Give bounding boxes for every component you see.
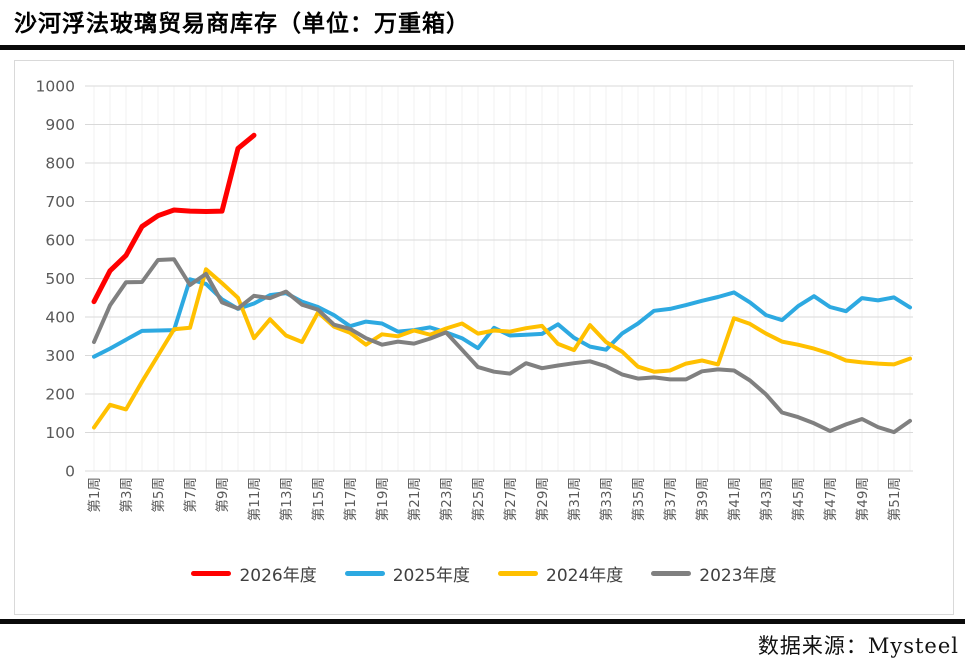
chart-legend: 2026年度 2025年度 2024年度 2023年度: [15, 561, 953, 586]
x-tick-label: 第43周: [758, 477, 775, 521]
x-tick-label: 第5周: [150, 477, 167, 513]
series-line-2026年度: [91, 132, 257, 305]
y-tick-label: 700: [45, 193, 75, 211]
x-tick-label: 第11周: [246, 477, 263, 521]
x-tick-label: 第15周: [310, 477, 327, 521]
y-tick-label: 400: [45, 309, 75, 327]
x-tick-label: 第13周: [278, 477, 295, 521]
legend-item-2023年度: 2023年度: [651, 561, 777, 586]
x-axis-labels: 第1周 第3周 第5周 第7周 第9周 第11周 第13周 第15周 第17周 第19周 第21周第…: [86, 477, 903, 521]
y-tick-label: 500: [45, 270, 75, 288]
x-tick-label: 第3周: [118, 477, 135, 513]
y-tick-label: 0: [65, 463, 75, 481]
x-tick-label: 第27周: [502, 477, 519, 521]
x-tick-label: 第31周: [566, 477, 583, 521]
y-tick-label: 1000: [36, 78, 75, 96]
x-tick-label: 第51周: [886, 477, 903, 521]
x-tick-label: 第23周: [438, 477, 455, 521]
x-tick-label: 第41周: [726, 477, 743, 521]
x-tick-label: 第19周: [374, 477, 391, 521]
series-line-2023年度: [92, 257, 912, 435]
horizontal-gridlines: [85, 85, 913, 472]
legend-label: 2024年度: [546, 566, 624, 586]
legend-label: 2025年度: [392, 566, 470, 586]
chart-title: 沙河浮法玻璃贸易商库存（单位：万重箱）: [14, 10, 470, 37]
x-tick-label: 第45周: [790, 477, 807, 521]
legend-line-swatch: [498, 571, 538, 576]
y-tick-label: 800: [45, 155, 75, 173]
x-tick-label: 第17周: [342, 477, 359, 521]
x-tick-label: 第47周: [822, 477, 839, 521]
y-tick-label: 600: [45, 232, 75, 250]
x-tick-label: 第49周: [854, 477, 871, 521]
top-divider: [0, 45, 965, 50]
x-tick-label: 第1周: [86, 477, 103, 513]
data-source-note: 数据来源：Mysteel: [757, 634, 959, 658]
y-tick-label: 300: [45, 347, 75, 365]
y-tick-label: 900: [45, 116, 75, 134]
x-tick-label: 第33周: [598, 477, 615, 521]
y-tick-label: 100: [45, 424, 75, 442]
x-tick-label: 第37周: [662, 477, 679, 521]
legend-label: 2026年度: [239, 566, 317, 586]
x-tick-label: 第25周: [470, 477, 487, 521]
x-tick-label: 第21周: [406, 477, 423, 521]
legend-line-swatch: [344, 571, 385, 576]
x-tick-label: 第29周: [534, 477, 551, 521]
chart-card: 0 100 200 300 400 500 600 700 800 900 1000 第1周 第3周 第5…: [14, 60, 954, 615]
legend-line-swatch: [651, 571, 692, 576]
x-tick-label: 第9周: [214, 477, 231, 513]
series-line-2024年度: [92, 267, 912, 430]
y-axis-labels: 0 100 200 300 400 500 600 700 800 900 1000: [36, 78, 75, 481]
legend-item-2025年度: 2025年度: [344, 561, 470, 586]
legend-item-2026年度: 2026年度: [191, 561, 317, 586]
x-tick-label: 第39周: [694, 477, 711, 521]
x-tick-label: 第7周: [182, 477, 199, 513]
legend-label: 2023年度: [699, 566, 777, 586]
legend-line-swatch: [191, 570, 232, 577]
y-tick-label: 200: [45, 386, 75, 404]
legend-item-2024年度: 2024年度: [498, 561, 623, 586]
x-tick-label: 第35周: [630, 477, 647, 521]
bottom-divider: [0, 619, 965, 624]
